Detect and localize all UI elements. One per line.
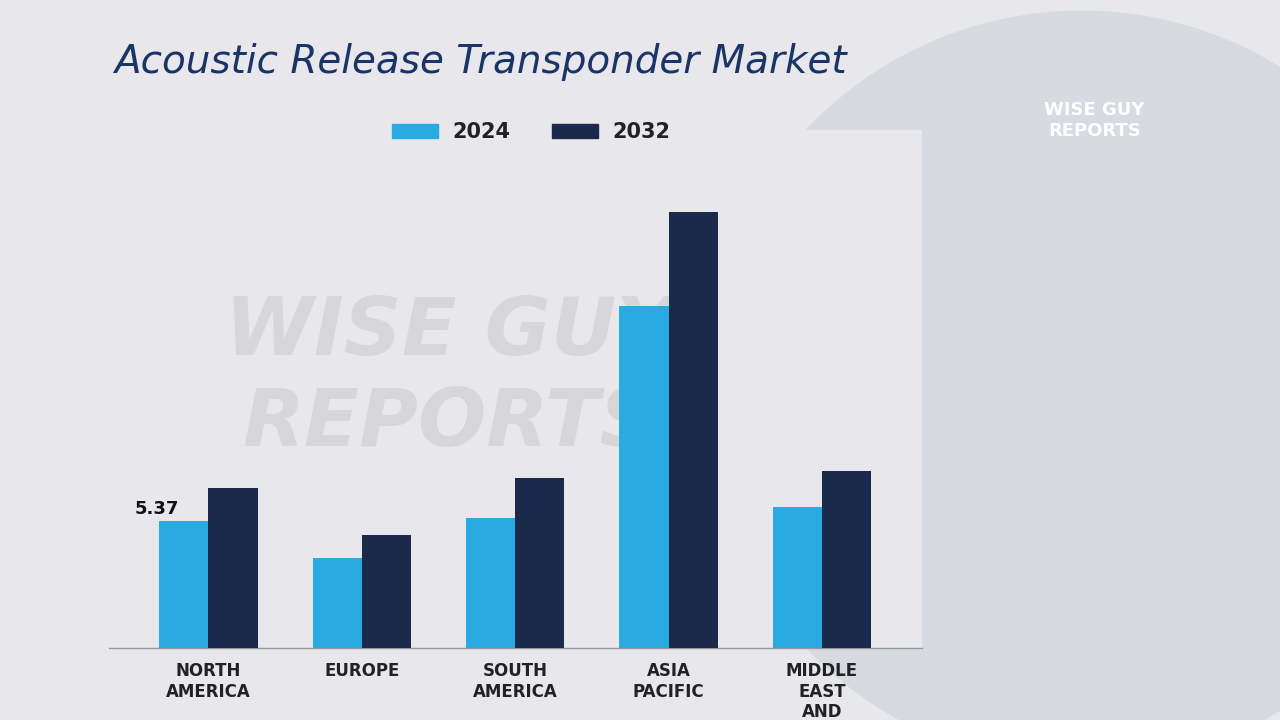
Bar xyxy=(312,559,362,648)
Legend: 2024, 2032: 2024, 2032 xyxy=(384,114,678,150)
Bar xyxy=(668,212,718,648)
Text: WISE GUY
REPORTS: WISE GUY REPORTS xyxy=(1044,101,1144,140)
Bar xyxy=(466,518,515,648)
Bar xyxy=(362,535,411,648)
Text: WISE GUY
REPORTS: WISE GUY REPORTS xyxy=(225,294,675,462)
Bar xyxy=(515,478,564,648)
Bar xyxy=(160,521,209,648)
Text: Acoustic Release Transponder Market: Acoustic Release Transponder Market xyxy=(114,43,846,81)
Bar xyxy=(773,507,822,648)
Bar xyxy=(620,306,668,648)
Bar xyxy=(822,472,870,648)
Bar xyxy=(209,487,257,648)
Text: 5.37: 5.37 xyxy=(134,500,178,518)
